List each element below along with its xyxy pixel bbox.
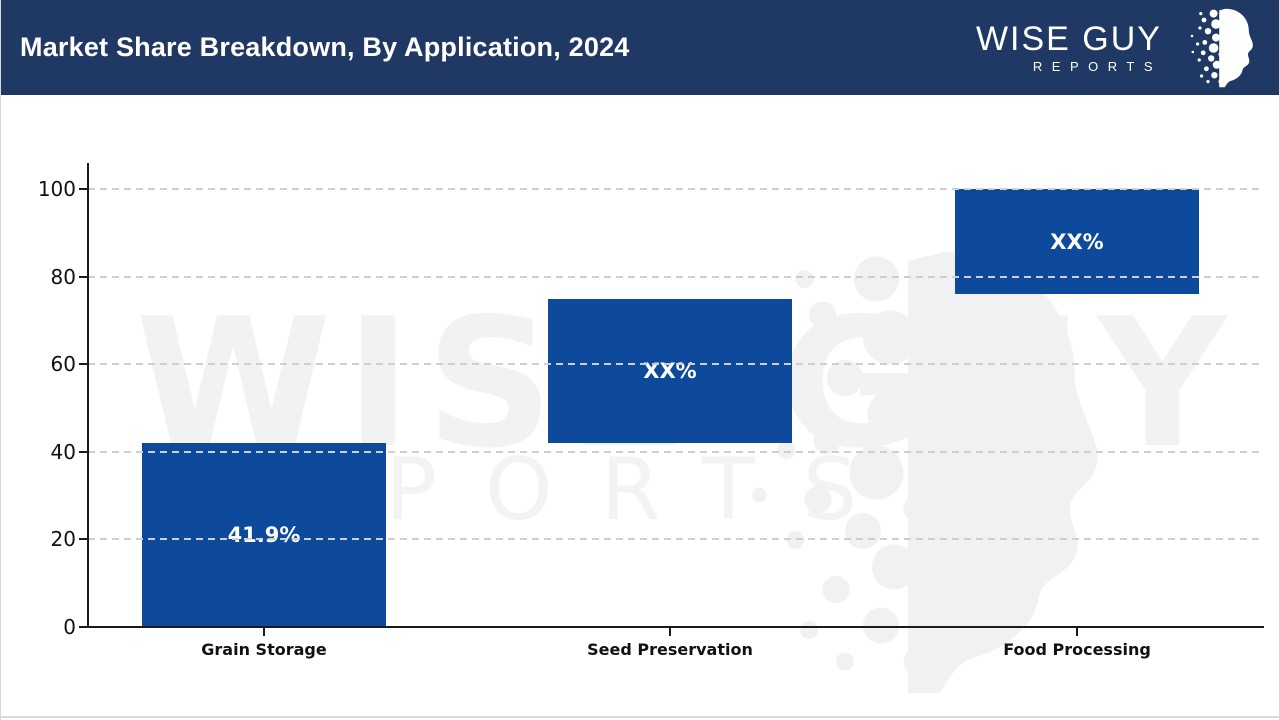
brand-logo: WISE GUY REPORTS — [976, 4, 1280, 92]
y-tick — [79, 275, 87, 278]
y-tick-label: 80 — [50, 264, 76, 289]
y-tick — [79, 538, 87, 541]
plot: 41.9% Grain Storage XX% Seed Preservation XX… — [0, 95, 1280, 720]
gridline-y-20 — [88, 538, 1264, 541]
gridline-y-80 — [88, 275, 1264, 278]
y-tick-label: 60 — [50, 352, 76, 377]
page-title: Market Share Breakdown, By Application, … — [20, 32, 630, 62]
page-bottom-line — [0, 716, 1280, 718]
y-axis-spine — [87, 163, 89, 628]
watermark-head-icon — [747, 252, 1098, 693]
x-category-label: Grain Storage — [201, 640, 327, 659]
x-category-label: Food Processing — [1003, 640, 1151, 659]
gridline-y-40 — [88, 450, 1264, 453]
brand-logo-text: WISE GUY REPORTS — [976, 22, 1162, 74]
y-tick-label: 100 — [37, 177, 76, 201]
x-tick — [669, 628, 671, 636]
x-tick — [263, 628, 265, 636]
x-category-label: Seed Preservation — [587, 640, 753, 659]
bar-value-label: 41.9% — [227, 523, 301, 548]
bar-segment-1: 41.9% — [142, 443, 386, 627]
bar-value-label: XX% — [1050, 229, 1104, 254]
y-tick — [79, 363, 87, 366]
y-tick-label: 20 — [50, 527, 76, 552]
gridline-y-100 — [88, 188, 1264, 190]
bar-value-label: XX% — [643, 358, 697, 383]
header: Market Share Breakdown, By Application, … — [0, 0, 1280, 95]
y-tick — [79, 450, 87, 453]
brand-name: WISE GUY — [975, 19, 1162, 58]
bar-segment-2: XX% — [548, 298, 792, 444]
y-tick-label: 0 — [63, 615, 76, 639]
x-tick — [1076, 628, 1078, 636]
y-tick — [79, 626, 87, 628]
dotted-head-icon — [1190, 8, 1253, 87]
gridline-y-60 — [88, 363, 1264, 366]
x-axis-spine — [87, 626, 1264, 628]
y-tick-label: 40 — [50, 439, 76, 464]
brand-subname: REPORTS — [1032, 58, 1162, 74]
y-tick — [79, 188, 87, 190]
bar-segment-3: XX% — [955, 189, 1199, 295]
